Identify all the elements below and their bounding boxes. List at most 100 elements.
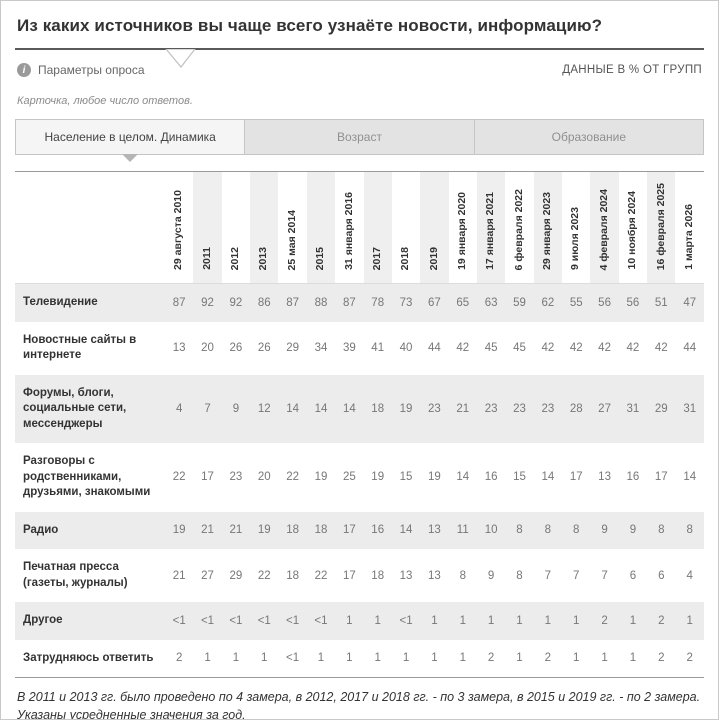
column-header-date: 2015 bbox=[306, 171, 336, 284]
value-cell: 19 bbox=[371, 471, 385, 484]
value-cell: 17 bbox=[201, 471, 214, 484]
tab-age[interactable]: Возраст bbox=[245, 120, 475, 154]
value-cell: 1 bbox=[601, 652, 608, 665]
value-cell: 20 bbox=[201, 342, 214, 355]
value-cell: 14 bbox=[342, 402, 356, 415]
value-cell: 10 bbox=[484, 524, 498, 537]
value-cell: 11 bbox=[456, 524, 469, 537]
tab-population-dynamics[interactable]: Население в целом. Динамика bbox=[16, 120, 246, 162]
poll-params-toggle[interactable]: i Параметры опроса bbox=[17, 63, 145, 77]
value-cell: 14 bbox=[314, 402, 328, 415]
column-header-date: 2017 bbox=[363, 171, 392, 284]
value-cell: 45 bbox=[513, 342, 526, 355]
value-cell: 16 bbox=[626, 471, 640, 484]
value-cell: 2 bbox=[686, 652, 693, 665]
value-cell: 1 bbox=[573, 614, 580, 627]
value-cell: 29 bbox=[654, 402, 668, 415]
data-table: 29 августа 2010 2011 2012 2013 25 мая 2014 20… bbox=[15, 171, 704, 679]
value-cell: 34 bbox=[314, 342, 328, 355]
data-mode-label[interactable]: ДАННЫЕ В % ОТ ГРУПП bbox=[562, 64, 702, 76]
column-header-date-label: 2011 bbox=[200, 247, 213, 270]
row-label: Разговоры с родственниками, друзьями, зн… bbox=[23, 455, 151, 499]
value-cell: 4 bbox=[686, 569, 693, 582]
column-header-date: 4 февраля 2024 bbox=[590, 171, 619, 284]
value-cell: 8 bbox=[516, 569, 523, 582]
value-cell: 8 bbox=[459, 569, 466, 582]
value-cell: 1 bbox=[431, 614, 438, 627]
value-cell: 1 bbox=[516, 614, 523, 627]
value-cell: 18 bbox=[286, 524, 300, 537]
value-cell: 7 bbox=[601, 569, 608, 582]
info-icon: i bbox=[17, 63, 31, 77]
value-cell: <1 bbox=[314, 614, 328, 627]
column-header-date-label: 2012 bbox=[229, 246, 242, 270]
value-cell: 88 bbox=[314, 296, 328, 309]
value-cell: 16 bbox=[484, 471, 498, 484]
value-cell: 67 bbox=[428, 296, 441, 309]
column-header-date-label: 19 января 2020 bbox=[456, 192, 468, 270]
column-header-date-label: 6 февраля 2022 bbox=[512, 188, 525, 270]
column-header-date-label: 2015 bbox=[314, 246, 327, 270]
value-cell: 1 bbox=[374, 614, 381, 627]
value-cell: 42 bbox=[626, 342, 640, 355]
value-cell: 19 bbox=[172, 524, 186, 537]
tab-education[interactable]: Образование bbox=[474, 120, 703, 154]
value-cell: 23 bbox=[541, 402, 555, 415]
value-cell: 1 bbox=[459, 652, 466, 665]
value-cell: 18 bbox=[371, 569, 385, 582]
value-cell: <1 bbox=[286, 652, 300, 665]
value-cell: 31 bbox=[683, 402, 697, 415]
value-cell: 1 bbox=[402, 652, 410, 665]
value-cell: 41 bbox=[371, 342, 385, 355]
column-header-date: 2011 bbox=[193, 171, 222, 284]
value-cell: 42 bbox=[598, 342, 611, 355]
column-header-date: 10 ноября 2024 bbox=[619, 172, 647, 284]
value-cell: 1 bbox=[346, 614, 353, 627]
question-note: Карточка, любое число ответов. bbox=[17, 95, 193, 107]
column-header-date-label: 2017 bbox=[370, 246, 383, 270]
value-cell: 51 bbox=[654, 296, 668, 309]
value-cell: 26 bbox=[229, 342, 243, 355]
table-row: Форумы, блоги, социальные сети, мессендж… bbox=[15, 374, 704, 444]
value-cell: 20 bbox=[257, 471, 271, 484]
table-row: Телевидение 87 92 92 86 87 88 87 78 73 67 65 63 59 62 5… bbox=[15, 283, 704, 322]
value-cell: 19 bbox=[257, 524, 271, 537]
params-row: i Параметры опроса ДАННЫЕ В % ОТ ГРУПП bbox=[15, 50, 704, 87]
tab-bar: Население в целом. Динамика Возраст Обра… bbox=[15, 119, 704, 162]
value-cell: 4 bbox=[175, 402, 183, 415]
column-header-date: 9 июля 2023 bbox=[562, 172, 590, 284]
value-cell: 55 bbox=[569, 296, 583, 309]
value-cell: 17 bbox=[342, 569, 356, 582]
value-cell: 22 bbox=[257, 569, 271, 582]
value-cell: 22 bbox=[314, 569, 328, 582]
value-cell: 12 bbox=[257, 402, 271, 415]
column-header-date-label: 4 февраля 2024 bbox=[597, 188, 610, 270]
value-cell: 8 bbox=[573, 524, 580, 537]
column-header-date: 1 марта 2026 bbox=[675, 172, 704, 284]
value-cell: 23 bbox=[428, 402, 441, 415]
value-cell: 1 bbox=[573, 652, 580, 665]
value-cell: 1 bbox=[374, 652, 381, 665]
column-header-date-label: 29 августа 2010 bbox=[172, 190, 185, 270]
value-cell: 9 bbox=[629, 524, 637, 537]
column-header-date: 17 января 2021 bbox=[476, 171, 506, 284]
value-cell: 1 bbox=[459, 614, 466, 627]
column-header-date-label: 1 марта 2026 bbox=[682, 204, 695, 270]
value-cell: 1 bbox=[629, 614, 637, 627]
column-header-date-label: 29 января 2023 bbox=[541, 192, 554, 270]
value-cell: 14 bbox=[683, 471, 697, 484]
value-cell: 8 bbox=[544, 524, 552, 537]
value-cell: 13 bbox=[598, 471, 611, 484]
value-cell: 9 bbox=[601, 524, 608, 537]
value-cell: 23 bbox=[229, 471, 243, 484]
value-cell: 21 bbox=[229, 524, 243, 537]
value-cell: 42 bbox=[456, 342, 470, 355]
value-cell: 18 bbox=[314, 524, 328, 537]
column-header-date-label: 25 мая 2014 bbox=[285, 209, 298, 270]
value-cell: 8 bbox=[686, 524, 693, 537]
value-cell: <1 bbox=[257, 614, 271, 627]
value-cell: 26 bbox=[257, 342, 271, 355]
value-cell: 22 bbox=[172, 471, 186, 484]
value-cell: 14 bbox=[456, 471, 470, 484]
